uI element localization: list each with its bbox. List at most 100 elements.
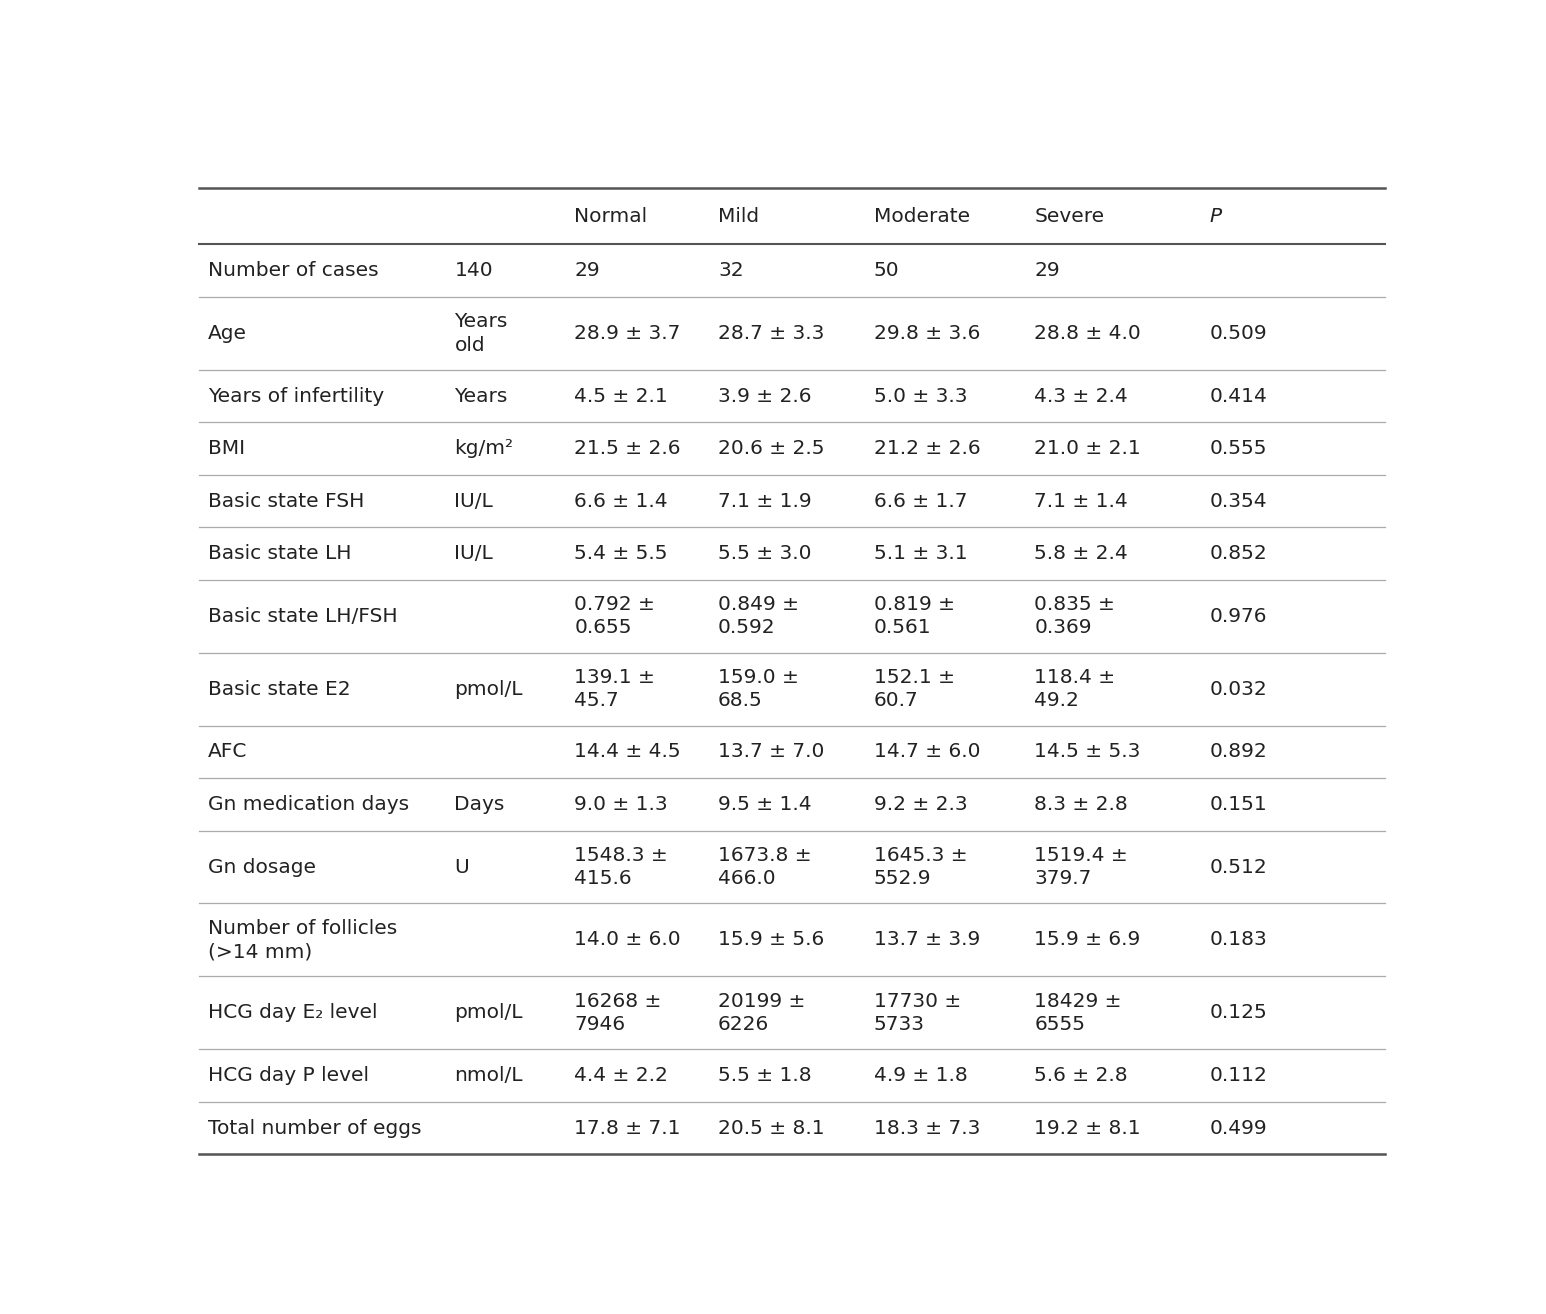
- Text: 8.3 ± 2.8: 8.3 ± 2.8: [1034, 795, 1129, 813]
- Text: 15.9 ± 5.6: 15.9 ± 5.6: [717, 930, 824, 950]
- Text: 5.8 ± 2.4: 5.8 ± 2.4: [1034, 544, 1129, 562]
- Text: 14.5 ± 5.3: 14.5 ± 5.3: [1034, 742, 1141, 761]
- Text: 139.1 ±
45.7: 139.1 ± 45.7: [574, 668, 656, 711]
- Text: 159.0 ±
68.5: 159.0 ± 68.5: [717, 668, 799, 711]
- Text: 5.5 ± 1.8: 5.5 ± 1.8: [717, 1066, 812, 1085]
- Text: Number of follicles
(>14 mm): Number of follicles (>14 mm): [207, 918, 397, 961]
- Text: 20.6 ± 2.5: 20.6 ± 2.5: [717, 439, 824, 459]
- Text: P: P: [1209, 206, 1221, 226]
- Text: Days: Days: [455, 795, 506, 813]
- Text: 0.509: 0.509: [1209, 323, 1266, 343]
- Text: 0.512: 0.512: [1209, 858, 1268, 876]
- Text: 5.0 ± 3.3: 5.0 ± 3.3: [873, 386, 968, 406]
- Text: Basic state LH: Basic state LH: [207, 544, 351, 562]
- Text: 20.5 ± 8.1: 20.5 ± 8.1: [717, 1118, 824, 1138]
- Text: pmol/L: pmol/L: [455, 1004, 523, 1022]
- Text: 5.4 ± 5.5: 5.4 ± 5.5: [574, 544, 668, 562]
- Text: 1673.8 ±
466.0: 1673.8 ± 466.0: [717, 846, 812, 888]
- Text: 17730 ±
5733: 17730 ± 5733: [873, 992, 962, 1034]
- Text: 0.892: 0.892: [1209, 742, 1268, 761]
- Text: 14.0 ± 6.0: 14.0 ± 6.0: [574, 930, 680, 950]
- Text: 7.1 ± 1.9: 7.1 ± 1.9: [717, 491, 812, 511]
- Text: 28.8 ± 4.0: 28.8 ± 4.0: [1034, 323, 1141, 343]
- Text: Mild: Mild: [717, 206, 759, 226]
- Text: pmol/L: pmol/L: [455, 679, 523, 699]
- Text: 0.125: 0.125: [1209, 1004, 1268, 1022]
- Text: 13.7 ± 3.9: 13.7 ± 3.9: [873, 930, 980, 950]
- Text: 15.9 ± 6.9: 15.9 ± 6.9: [1034, 930, 1141, 950]
- Text: Normal: Normal: [574, 206, 648, 226]
- Text: 0.151: 0.151: [1209, 795, 1268, 813]
- Text: Years
old: Years old: [455, 313, 507, 355]
- Text: BMI: BMI: [207, 439, 244, 459]
- Text: Years of infertility: Years of infertility: [207, 386, 383, 406]
- Text: 1548.3 ±
415.6: 1548.3 ± 415.6: [574, 846, 668, 888]
- Text: 0.499: 0.499: [1209, 1118, 1266, 1138]
- Text: 7.1 ± 1.4: 7.1 ± 1.4: [1034, 491, 1129, 511]
- Text: 0.183: 0.183: [1209, 930, 1268, 950]
- Text: 0.032: 0.032: [1209, 679, 1268, 699]
- Text: Moderate: Moderate: [873, 206, 969, 226]
- Text: 4.3 ± 2.4: 4.3 ± 2.4: [1034, 386, 1129, 406]
- Text: 17.8 ± 7.1: 17.8 ± 7.1: [574, 1118, 680, 1138]
- Text: 0.976: 0.976: [1209, 607, 1266, 625]
- Text: Basic state FSH: Basic state FSH: [207, 491, 363, 511]
- Text: 0.414: 0.414: [1209, 386, 1268, 406]
- Text: 0.849 ±
0.592: 0.849 ± 0.592: [717, 595, 799, 637]
- Text: 140: 140: [455, 261, 493, 280]
- Text: 118.4 ±
49.2: 118.4 ± 49.2: [1034, 668, 1116, 711]
- Text: 1645.3 ±
552.9: 1645.3 ± 552.9: [873, 846, 968, 888]
- Text: Years: Years: [455, 386, 507, 406]
- Text: 14.7 ± 6.0: 14.7 ± 6.0: [873, 742, 980, 761]
- Text: 9.2 ± 2.3: 9.2 ± 2.3: [873, 795, 968, 813]
- Text: IU/L: IU/L: [455, 544, 493, 562]
- Text: 21.0 ± 2.1: 21.0 ± 2.1: [1034, 439, 1141, 459]
- Text: 18429 ±
6555: 18429 ± 6555: [1034, 992, 1122, 1034]
- Text: 28.7 ± 3.3: 28.7 ± 3.3: [717, 323, 824, 343]
- Text: 4.4 ± 2.2: 4.4 ± 2.2: [574, 1066, 668, 1085]
- Text: kg/m²: kg/m²: [455, 439, 513, 459]
- Text: 0.354: 0.354: [1209, 491, 1266, 511]
- Text: 4.9 ± 1.8: 4.9 ± 1.8: [873, 1066, 968, 1085]
- Text: 6.6 ± 1.7: 6.6 ± 1.7: [873, 491, 968, 511]
- Text: 9.5 ± 1.4: 9.5 ± 1.4: [717, 795, 812, 813]
- Text: U: U: [455, 858, 468, 876]
- Text: Severe: Severe: [1034, 206, 1104, 226]
- Text: 20199 ±
6226: 20199 ± 6226: [717, 992, 805, 1034]
- Text: 0.555: 0.555: [1209, 439, 1266, 459]
- Text: 18.3 ± 7.3: 18.3 ± 7.3: [873, 1118, 980, 1138]
- Text: 0.819 ±
0.561: 0.819 ± 0.561: [873, 595, 955, 637]
- Text: 5.5 ± 3.0: 5.5 ± 3.0: [717, 544, 812, 562]
- Text: 32: 32: [717, 261, 744, 280]
- Text: 5.6 ± 2.8: 5.6 ± 2.8: [1034, 1066, 1129, 1085]
- Text: 13.7 ± 7.0: 13.7 ± 7.0: [717, 742, 824, 761]
- Text: 152.1 ±
60.7: 152.1 ± 60.7: [873, 668, 955, 711]
- Text: 3.9 ± 2.6: 3.9 ± 2.6: [717, 386, 812, 406]
- Text: Gn dosage: Gn dosage: [207, 858, 315, 876]
- Text: 29: 29: [1034, 261, 1061, 280]
- Text: IU/L: IU/L: [455, 491, 493, 511]
- Text: 21.2 ± 2.6: 21.2 ± 2.6: [873, 439, 980, 459]
- Text: 50: 50: [873, 261, 900, 280]
- Text: 21.5 ± 2.6: 21.5 ± 2.6: [574, 439, 680, 459]
- Text: 1519.4 ±
379.7: 1519.4 ± 379.7: [1034, 846, 1129, 888]
- Text: Basic state E2: Basic state E2: [207, 679, 351, 699]
- Text: 0.792 ±
0.655: 0.792 ± 0.655: [574, 595, 656, 637]
- Text: 0.112: 0.112: [1209, 1066, 1268, 1085]
- Text: 16268 ±
7946: 16268 ± 7946: [574, 992, 662, 1034]
- Text: 29: 29: [574, 261, 600, 280]
- Text: 6.6 ± 1.4: 6.6 ± 1.4: [574, 491, 668, 511]
- Text: 0.835 ±
0.369: 0.835 ± 0.369: [1034, 595, 1115, 637]
- Text: Gn medication days: Gn medication days: [207, 795, 408, 813]
- Text: Number of cases: Number of cases: [207, 261, 379, 280]
- Text: 29.8 ± 3.6: 29.8 ± 3.6: [873, 323, 980, 343]
- Text: 19.2 ± 8.1: 19.2 ± 8.1: [1034, 1118, 1141, 1138]
- Text: AFC: AFC: [207, 742, 247, 761]
- Text: 14.4 ± 4.5: 14.4 ± 4.5: [574, 742, 680, 761]
- Text: Total number of eggs: Total number of eggs: [207, 1118, 421, 1138]
- Text: nmol/L: nmol/L: [455, 1066, 523, 1085]
- Text: 4.5 ± 2.1: 4.5 ± 2.1: [574, 386, 668, 406]
- Text: Age: Age: [207, 323, 247, 343]
- Text: HCG day P level: HCG day P level: [207, 1066, 368, 1085]
- Text: 5.1 ± 3.1: 5.1 ± 3.1: [873, 544, 968, 562]
